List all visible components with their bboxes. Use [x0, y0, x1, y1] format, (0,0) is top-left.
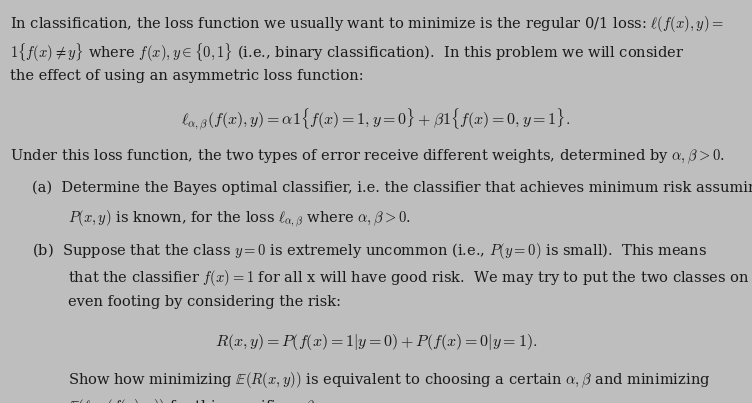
- Text: (b)  Suppose that the class $y = 0$ is extremely uncommon (i.e., $P(y = 0)$ is s: (b) Suppose that the class $y = 0$ is ex…: [32, 241, 708, 261]
- Text: $R(x, y) = P(f(x) = 1|y = 0) + P(f(x) = 0|y = 1).$: $R(x, y) = P(f(x) = 1|y = 0) + P(f(x) = …: [215, 332, 537, 352]
- Text: even footing by considering the risk:: even footing by considering the risk:: [68, 295, 341, 310]
- Text: Show how minimizing $\mathbb{E}(R(x, y))$ is equivalent to choosing a certain $\: Show how minimizing $\mathbb{E}(R(x, y))…: [68, 370, 710, 390]
- Text: (a)  Determine the Bayes optimal classifier, i.e. the classifier that achieves m: (a) Determine the Bayes optimal classifi…: [32, 180, 752, 195]
- Text: $\ell_{\alpha,\beta}(f(x), y) = \alpha\mathbf{1}\{f(x) = 1, y = 0\} + \beta\math: $\ell_{\alpha,\beta}(f(x), y) = \alpha\m…: [181, 107, 571, 133]
- Text: $\mathbb{E}(\ell_{\alpha,\beta}(f(x), y))$ for this specific $\alpha, \beta$.: $\mathbb{E}(\ell_{\alpha,\beta}(f(x), y)…: [68, 397, 317, 403]
- Text: $P(x, y)$ is known, for the loss $\ell_{\alpha,\beta}$ where $\alpha, \beta > 0$: $P(x, y)$ is known, for the loss $\ell_{…: [68, 208, 411, 229]
- Text: Under this loss function, the two types of error receive different weights, dete: Under this loss function, the two types …: [10, 147, 724, 166]
- Text: In classification, the loss function we usually want to minimize is the regular : In classification, the loss function we …: [10, 14, 723, 34]
- Text: that the classifier $f(x) = 1$ for all x will have good risk.  We may try to put: that the classifier $f(x) = 1$ for all x…: [68, 268, 749, 288]
- Text: $\mathbf{1}\{f(x) \neq y\}$ where $f(x), y \in \{0,1\}$ (i.e., binary classifica: $\mathbf{1}\{f(x) \neq y\}$ where $f(x),…: [10, 41, 684, 64]
- Text: the effect of using an asymmetric loss function:: the effect of using an asymmetric loss f…: [10, 69, 363, 83]
